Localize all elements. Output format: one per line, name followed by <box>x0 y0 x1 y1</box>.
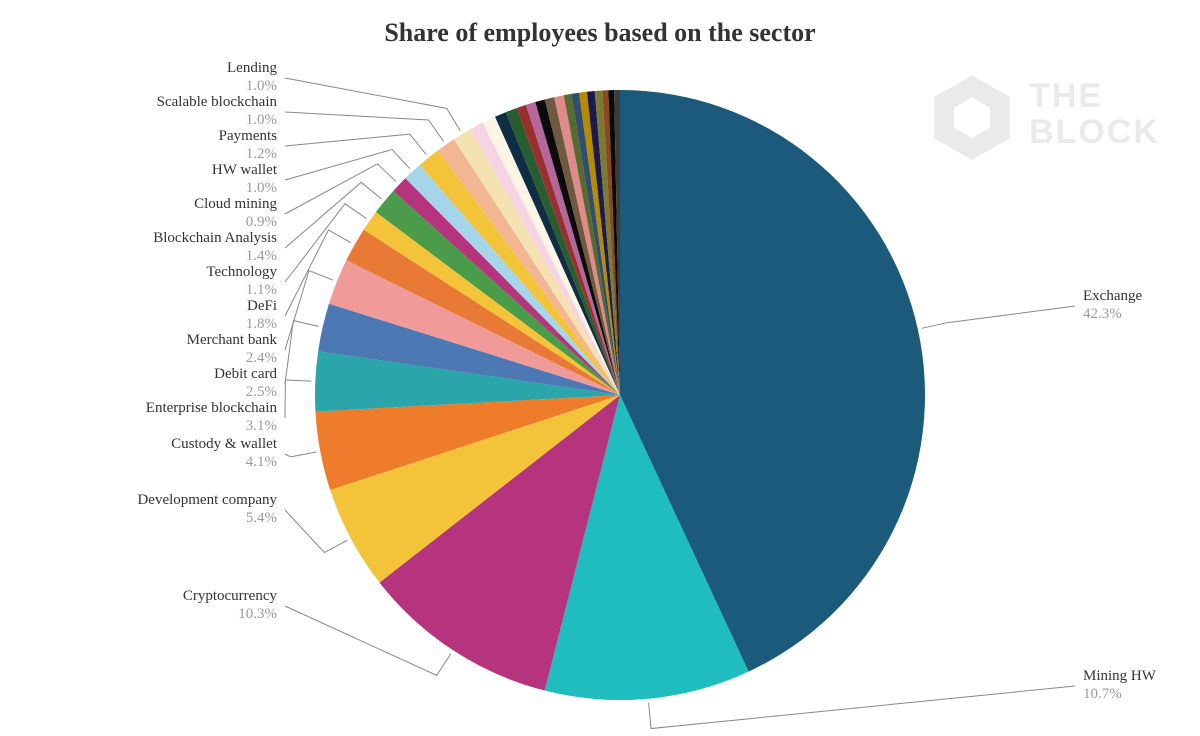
leader-line <box>285 134 426 154</box>
leader-line <box>285 452 316 457</box>
slice-label-value: 5.4% <box>246 510 277 526</box>
slice-label-name: Custody & wallet <box>171 436 278 452</box>
slice-label-value: 1.8% <box>246 316 277 332</box>
slice-label-name: Cloud mining <box>194 196 277 212</box>
slice-label-value: 3.1% <box>246 418 277 434</box>
watermark: THEBLOCK <box>927 70 1160 160</box>
leader-line <box>285 78 460 131</box>
slice-label-name: Enterprise blockchain <box>146 400 278 416</box>
slice-label-name: Lending <box>227 60 277 76</box>
slice-label-name: Merchant bank <box>187 332 278 348</box>
slice-label-value: 4.1% <box>246 454 277 470</box>
slice-label-name: Exchange <box>1083 288 1142 304</box>
slice-label-name: Debit card <box>214 366 277 382</box>
leader-line <box>285 510 347 553</box>
leader-line <box>285 380 311 418</box>
leader-line <box>285 150 410 180</box>
slice-label-value: 42.3% <box>1083 306 1122 322</box>
slice-label-name: Development company <box>137 492 277 508</box>
slice-label-name: DeFi <box>247 298 277 314</box>
slice-label-name: Payments <box>219 128 277 144</box>
slice-label-value: 1.1% <box>246 282 277 298</box>
watermark-text: THEBLOCK <box>1029 79 1160 150</box>
cube-icon <box>927 70 1017 160</box>
slice-label-name: Scalable blockchain <box>157 94 278 110</box>
slice-label-value: 2.4% <box>246 350 277 366</box>
leader-line <box>285 112 444 141</box>
slice-label-value: 0.9% <box>246 214 277 230</box>
slice-label-value: 10.3% <box>238 606 277 622</box>
leader-line <box>285 164 396 214</box>
slice-label-name: Cryptocurrency <box>183 588 278 604</box>
slice-label-name: Blockchain Analysis <box>153 230 277 246</box>
slice-label-name: Mining HW <box>1083 668 1157 684</box>
chart-title: Share of employees based on the sector <box>0 18 1200 48</box>
slice-label-name: HW wallet <box>212 162 278 178</box>
slice-label-value: 10.7% <box>1083 686 1122 702</box>
leader-line <box>285 321 319 384</box>
leader-line <box>922 306 1075 328</box>
slice-label-value: 1.0% <box>246 78 277 94</box>
leader-line <box>649 686 1075 729</box>
slice-label-value: 1.0% <box>246 180 277 196</box>
slice-label-value: 1.2% <box>246 146 277 162</box>
slice-label-value: 2.5% <box>246 384 277 400</box>
slice-label-value: 1.0% <box>246 112 277 128</box>
slice-label-name: Technology <box>206 264 277 280</box>
slice-label-value: 1.4% <box>246 248 277 264</box>
